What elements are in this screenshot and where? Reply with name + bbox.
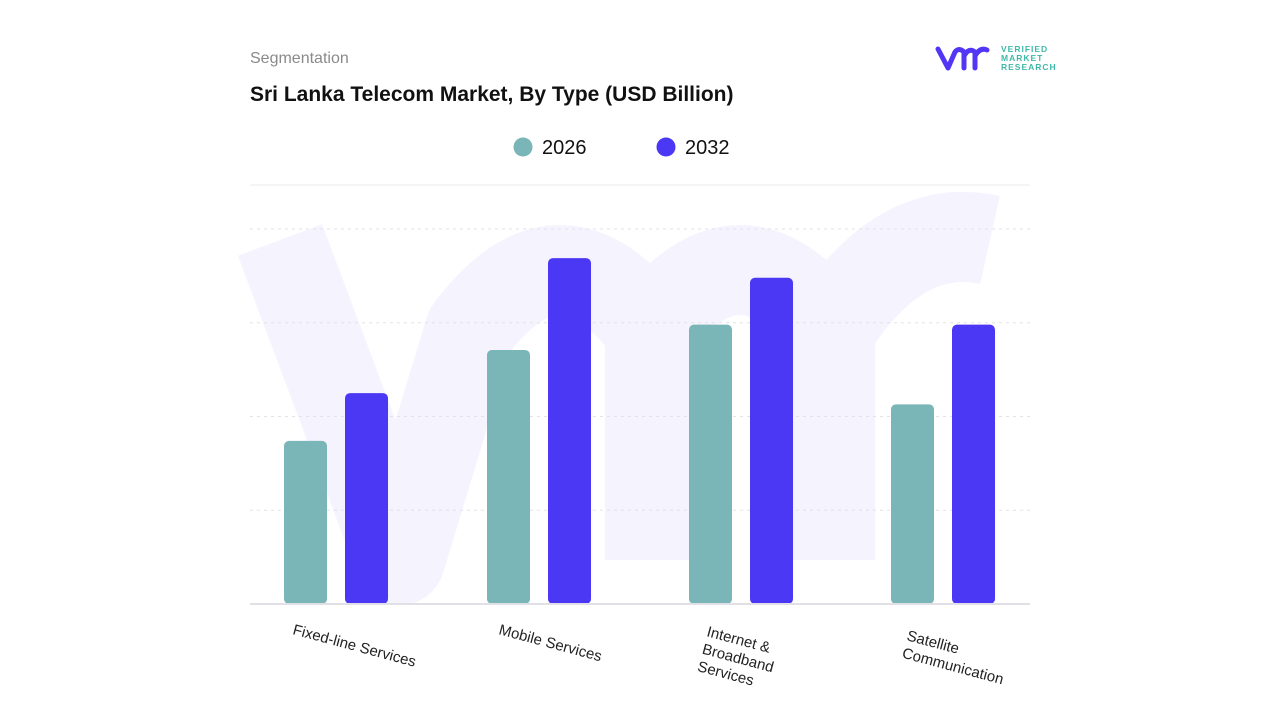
bar-2026-3 bbox=[891, 404, 934, 604]
section-label: Segmentation bbox=[250, 50, 349, 67]
bar-2032-1 bbox=[548, 258, 591, 604]
category-label: SatelliteCommunication bbox=[900, 627, 1010, 688]
logo-text: VERIFIED MARKET RESEARCH bbox=[1001, 43, 1057, 72]
legend-marker-2026 bbox=[513, 137, 533, 157]
legend-label-2026: 2026 bbox=[542, 137, 587, 159]
chart-title: Sri Lanka Telecom Market, By Type (USD B… bbox=[250, 83, 734, 106]
bar-2026-2 bbox=[689, 324, 732, 604]
legend-label-2032: 2032 bbox=[685, 137, 730, 159]
legend-marker-2032 bbox=[656, 137, 676, 157]
bar-2026-0 bbox=[284, 440, 327, 604]
vmr-logo: VERIFIED MARKET RESEARCH bbox=[935, 44, 1057, 72]
category-label: Internet &BroadbandServices bbox=[696, 623, 781, 693]
category-label: Mobile Services bbox=[497, 621, 604, 665]
bar-2032-0 bbox=[345, 393, 388, 604]
bar-2026-1 bbox=[487, 349, 530, 604]
vmr-logo-icon bbox=[935, 46, 990, 71]
bar-2032-2 bbox=[750, 277, 793, 604]
bar-2032-3 bbox=[952, 324, 995, 604]
category-label: Fixed-line Services bbox=[291, 621, 418, 670]
